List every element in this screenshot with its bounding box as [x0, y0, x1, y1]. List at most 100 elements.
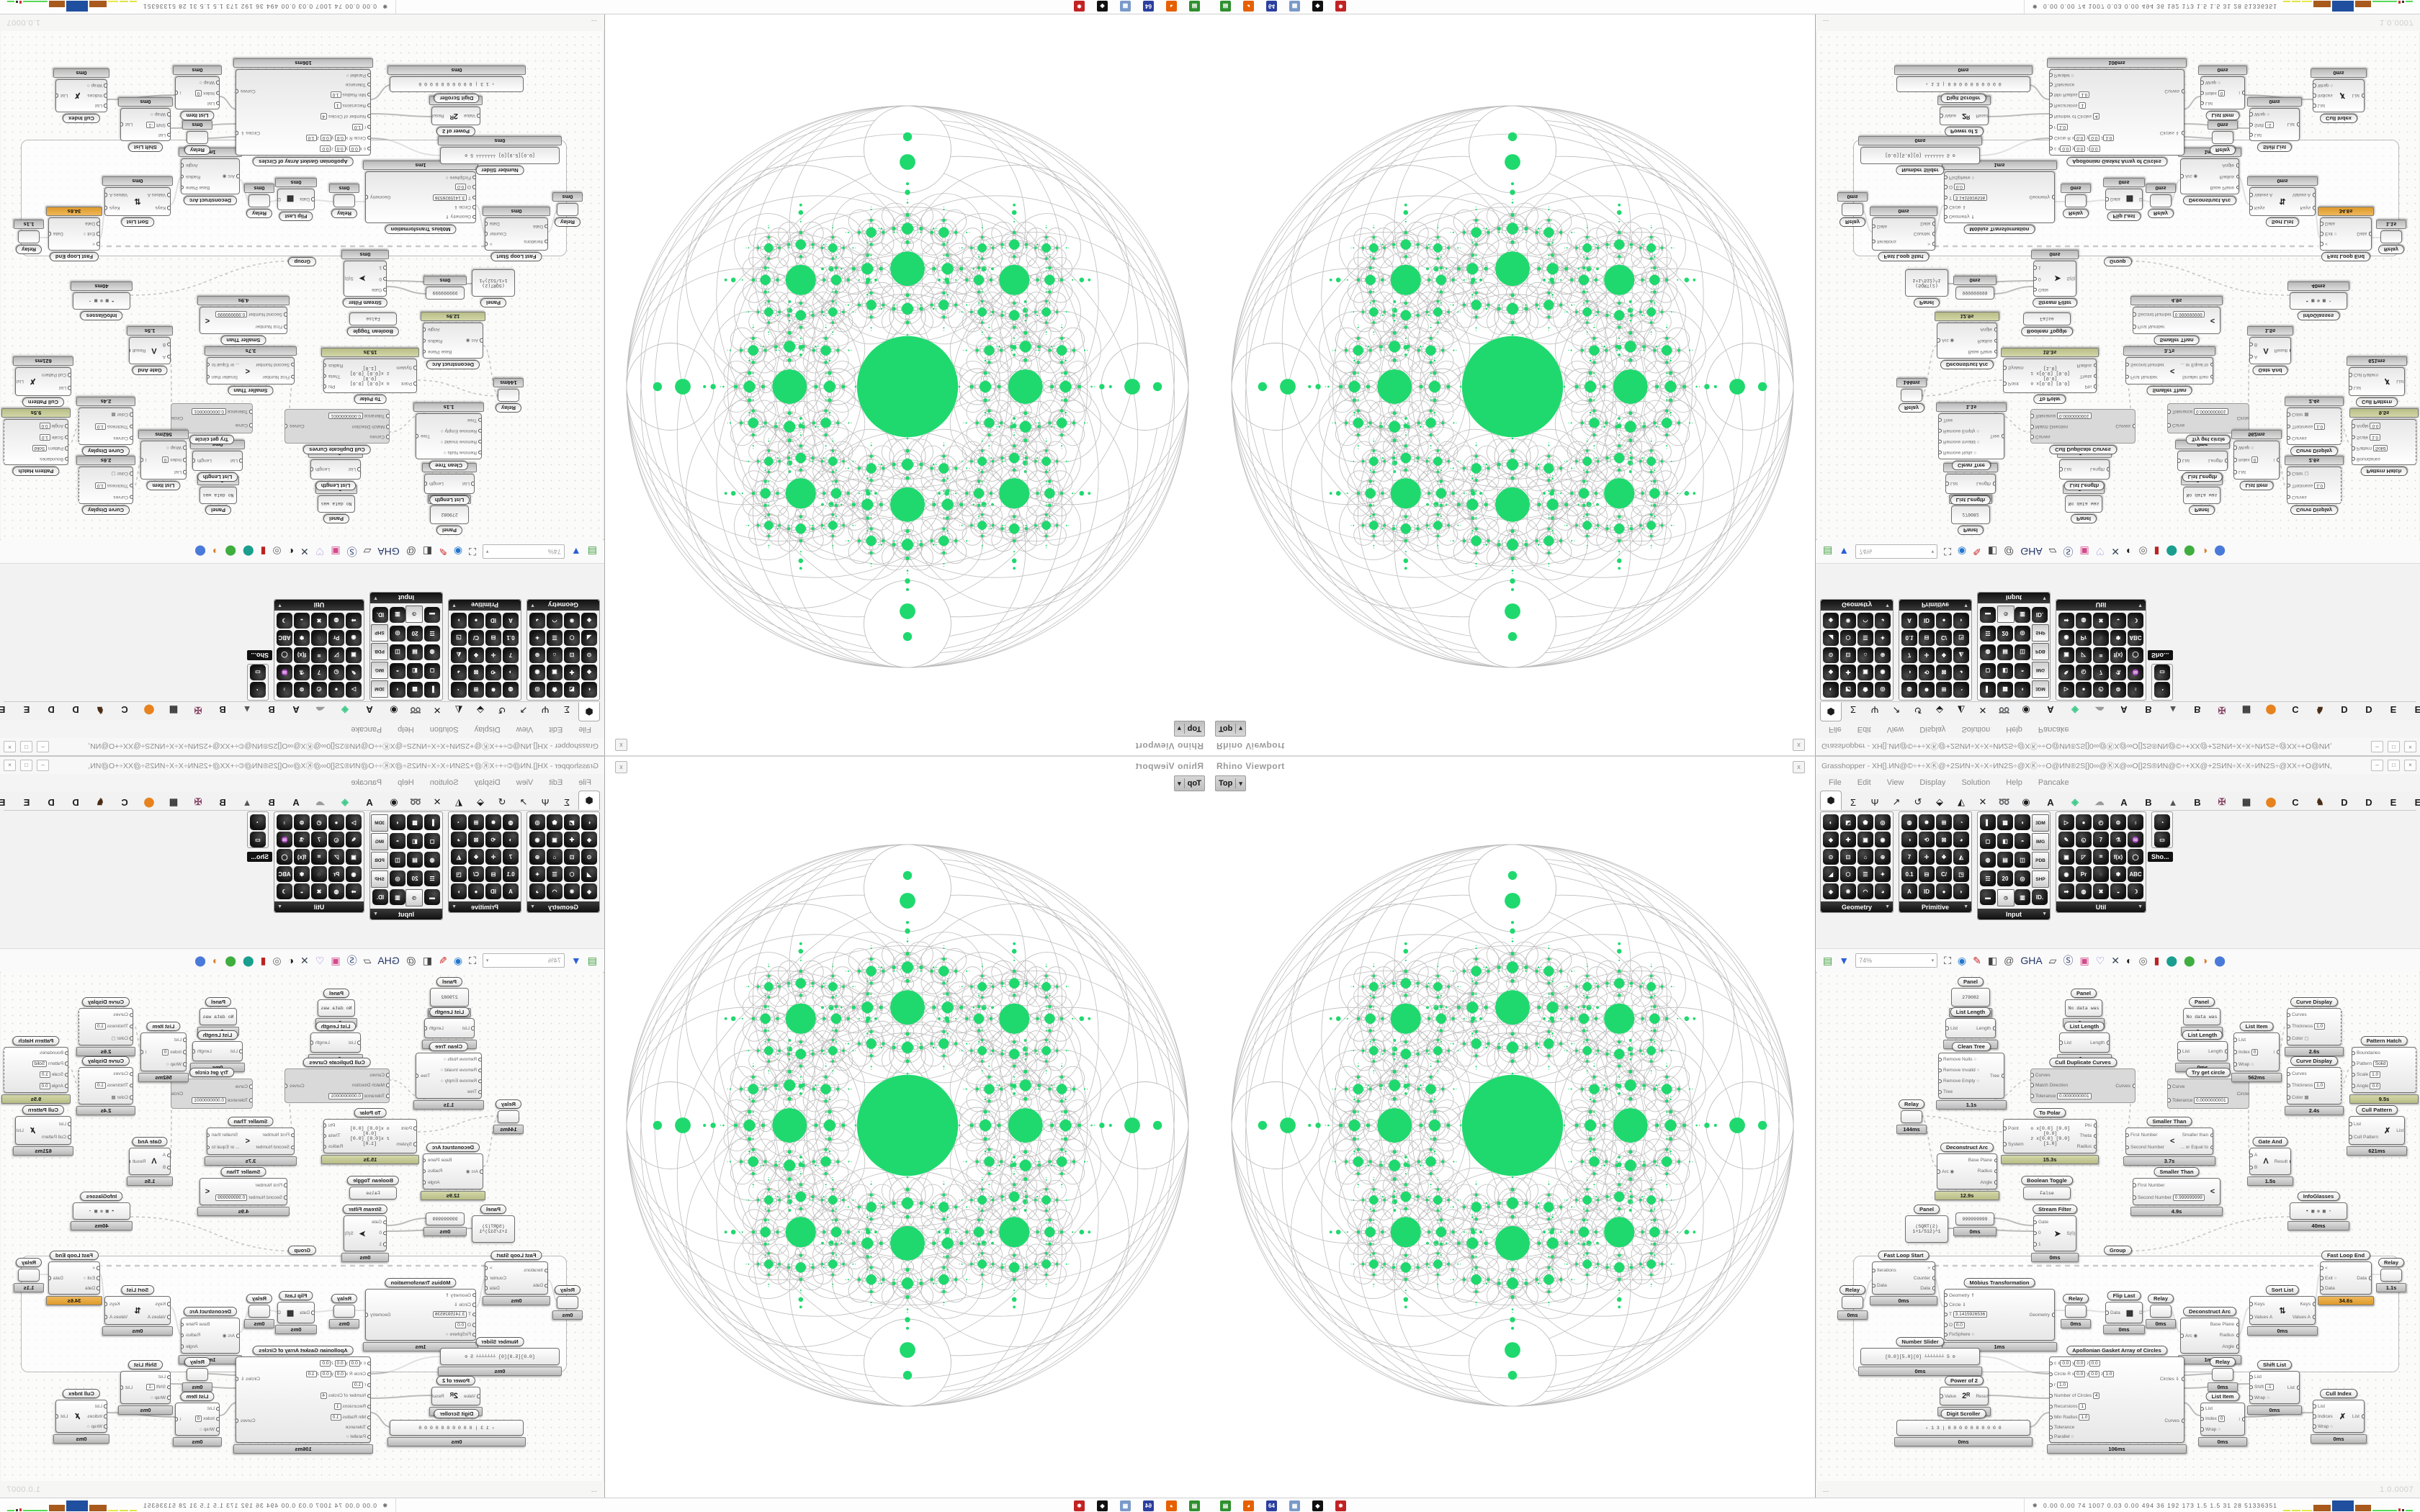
port[interactable]: Point	[393, 1126, 415, 1131]
component-icon[interactable]: ◔	[451, 814, 467, 830]
open-file-icon[interactable]: ▤	[587, 955, 597, 966]
component-icon[interactable]: ◔	[2154, 814, 2170, 830]
port[interactable]: Data	[1874, 224, 1899, 229]
panel-label[interactable]: Util ▼	[2056, 600, 2146, 611]
gh-node-sort-list[interactable]: Sort List Keys Values A ⇅ Keys Values A 0ms	[2247, 176, 2318, 227]
zoom-level-select[interactable]: 74% ▾	[482, 544, 565, 559]
view-eye-icon[interactable]: ◉	[453, 955, 463, 966]
tab-plugin-13[interactable]: D	[2365, 704, 2372, 716]
component-icon[interactable]: ▭	[250, 665, 266, 680]
gh-node-cull-duplicate-curves[interactable]: Cull Duplicate Curves Curves Match Directi…	[2030, 409, 2136, 454]
port[interactable]: Shift -1	[143, 1384, 169, 1391]
pin-teal-icon[interactable]: ⬤	[242, 546, 254, 557]
panel-label[interactable]: Util ▼	[274, 600, 364, 611]
port[interactable]: FixSphere ○	[1946, 1332, 1990, 1337]
port[interactable]: Curves	[2112, 424, 2133, 429]
port[interactable]: B	[160, 1165, 169, 1170]
component-icon[interactable]: ▤	[407, 852, 423, 868]
menu-item-edit[interactable]: Edit	[1857, 778, 1871, 787]
port[interactable]: T 3.1415926536	[430, 194, 474, 201]
tab-params[interactable]: ⬢	[1820, 791, 1842, 810]
rings-icon[interactable]: ◎	[2138, 955, 2148, 966]
component-icon[interactable]: C/	[1936, 630, 1952, 646]
port[interactable]: >	[487, 242, 509, 247]
port[interactable]: Color ▩	[2289, 412, 2328, 418]
gh-node-relay[interactable]: Relay 0ms	[1837, 1285, 1868, 1320]
port[interactable]: Match Direction	[326, 425, 387, 430]
tab-plugin-11[interactable]: ♞	[2316, 796, 2324, 807]
component-icon[interactable]: ◸	[328, 849, 344, 865]
port[interactable]: Base Plane	[2208, 185, 2237, 190]
port[interactable]: i	[143, 1050, 149, 1055]
component-icon[interactable]: ◠	[1857, 613, 1873, 629]
component-icon[interactable]: ◓	[2015, 663, 2030, 679]
port[interactable]: Geometry ⇑	[1946, 214, 1990, 220]
gh-node-relay[interactable]: Relay 0ms	[244, 1294, 274, 1328]
port[interactable]: Min Radius 1.0	[2051, 91, 2117, 98]
component-icon[interactable]: ◻	[424, 833, 440, 849]
tab-display[interactable]: ◉	[390, 705, 398, 716]
gh-node-fast-loop-end[interactable]: Fast Loop End < Exit ○ Data Data 34.6s	[2318, 1251, 2374, 1305]
port[interactable]: Length	[2087, 1040, 2107, 1045]
component-icon[interactable]: ◭	[451, 647, 467, 663]
port[interactable]: Smaller than	[2218, 1183, 2220, 1188]
open-file-icon[interactable]: ▤	[1823, 546, 1833, 557]
port[interactable]: Circle ⇓	[1946, 204, 1990, 210]
component-icon[interactable]: ◯	[2128, 849, 2143, 865]
port[interactable]: Curves	[238, 1418, 263, 1423]
port[interactable]: Tolerance 0.0000000001	[189, 1097, 251, 1104]
rings-icon[interactable]: ◎	[272, 546, 282, 557]
component-icon[interactable]: ❋	[564, 883, 580, 899]
panel-drop-icon[interactable]: ▼	[2138, 904, 2143, 909]
tab-plugin-15[interactable]: E	[2406, 702, 2420, 718]
component-icon[interactable]: ⊟	[1919, 630, 1935, 646]
component-icon[interactable]: SHP	[2032, 624, 2049, 642]
port[interactable]: Values A	[2290, 1315, 2313, 1320]
exit-door-icon[interactable]: ◧	[1987, 546, 1998, 557]
gh-node-relay[interactable]: Relay 144ms	[1896, 378, 1927, 413]
panel-drop-icon[interactable]: ▼	[452, 904, 457, 909]
component-icon[interactable]: ●	[328, 682, 344, 698]
port[interactable]: Result	[432, 1394, 447, 1399]
port[interactable]: ... or Equal to	[2177, 362, 2211, 367]
component-icon[interactable]: ◕	[1875, 883, 1891, 899]
panel-drop-icon[interactable]: ▼	[1963, 904, 1968, 909]
component-icon[interactable]: ☰	[547, 866, 563, 882]
port[interactable]: Point	[2005, 1126, 2027, 1131]
port[interactable]: Result	[1973, 114, 1988, 119]
component-icon[interactable]: ▭	[2154, 832, 2170, 847]
port[interactable]: Radius	[1966, 338, 1995, 343]
component-icon[interactable]: ◔	[1953, 682, 1969, 698]
component-icon[interactable]: ⊠	[468, 665, 484, 680]
gh-node-try-get-circle[interactable]: Try get circle Curve Tolerance 0.000000000…	[171, 1068, 253, 1109]
port[interactable]: Gate	[369, 1220, 385, 1225]
gha-globe-icon[interactable]: GHA	[377, 546, 400, 557]
component-icon[interactable]: ▩	[1997, 682, 2013, 698]
component-icon[interactable]: ⊠	[468, 832, 484, 847]
port[interactable]: Exit ○	[80, 232, 98, 237]
component-icon[interactable]: ◐	[1823, 682, 1839, 698]
gh-node-relay[interactable]: Relay 0ms	[182, 1357, 212, 1392]
tab-vector[interactable]: ↗	[519, 705, 528, 716]
tab-maths[interactable]: Σ	[1850, 796, 1857, 808]
port[interactable]: Wrap ○	[143, 1395, 169, 1400]
open-file-icon[interactable]: ▤	[587, 546, 597, 557]
gh-node-fast-loop-end[interactable]: Fast Loop End < Exit ○ Data Data 34.6s	[2318, 207, 2374, 261]
tab-vector[interactable]: ↗	[1892, 796, 1901, 807]
port[interactable]: Min Radius 1.0	[303, 1414, 369, 1421]
component-icon[interactable]: ◧	[407, 833, 423, 849]
component-icon[interactable]: ◔	[250, 814, 266, 830]
gh-node-power-of-2[interactable]: Power of 2Value2ᴿResult0ms	[429, 96, 483, 136]
component-icon[interactable]: ◸	[2076, 849, 2092, 865]
component-icon[interactable]: ◔	[250, 682, 266, 698]
component-icon[interactable]: 7	[503, 647, 519, 663]
gh-node-number-slider[interactable]: Number Slider [0.0][5.0][0] ┴┴┴┴┴┴┴ 5 ⊙ 0m…	[1858, 136, 1982, 175]
component-icon[interactable]: ❖	[1936, 647, 1952, 663]
gh-node-panel[interactable]: Panel (SQRT(2) 1+1/512)^1	[1905, 269, 1948, 307]
port[interactable]: Circle	[2234, 1092, 2249, 1097]
port[interactable]: Data	[521, 224, 546, 229]
port[interactable]: Remove Nulls ○	[437, 1057, 480, 1062]
port[interactable]: Geometry ⇑	[1946, 1292, 1990, 1298]
component-icon[interactable]: ❖	[468, 647, 484, 663]
